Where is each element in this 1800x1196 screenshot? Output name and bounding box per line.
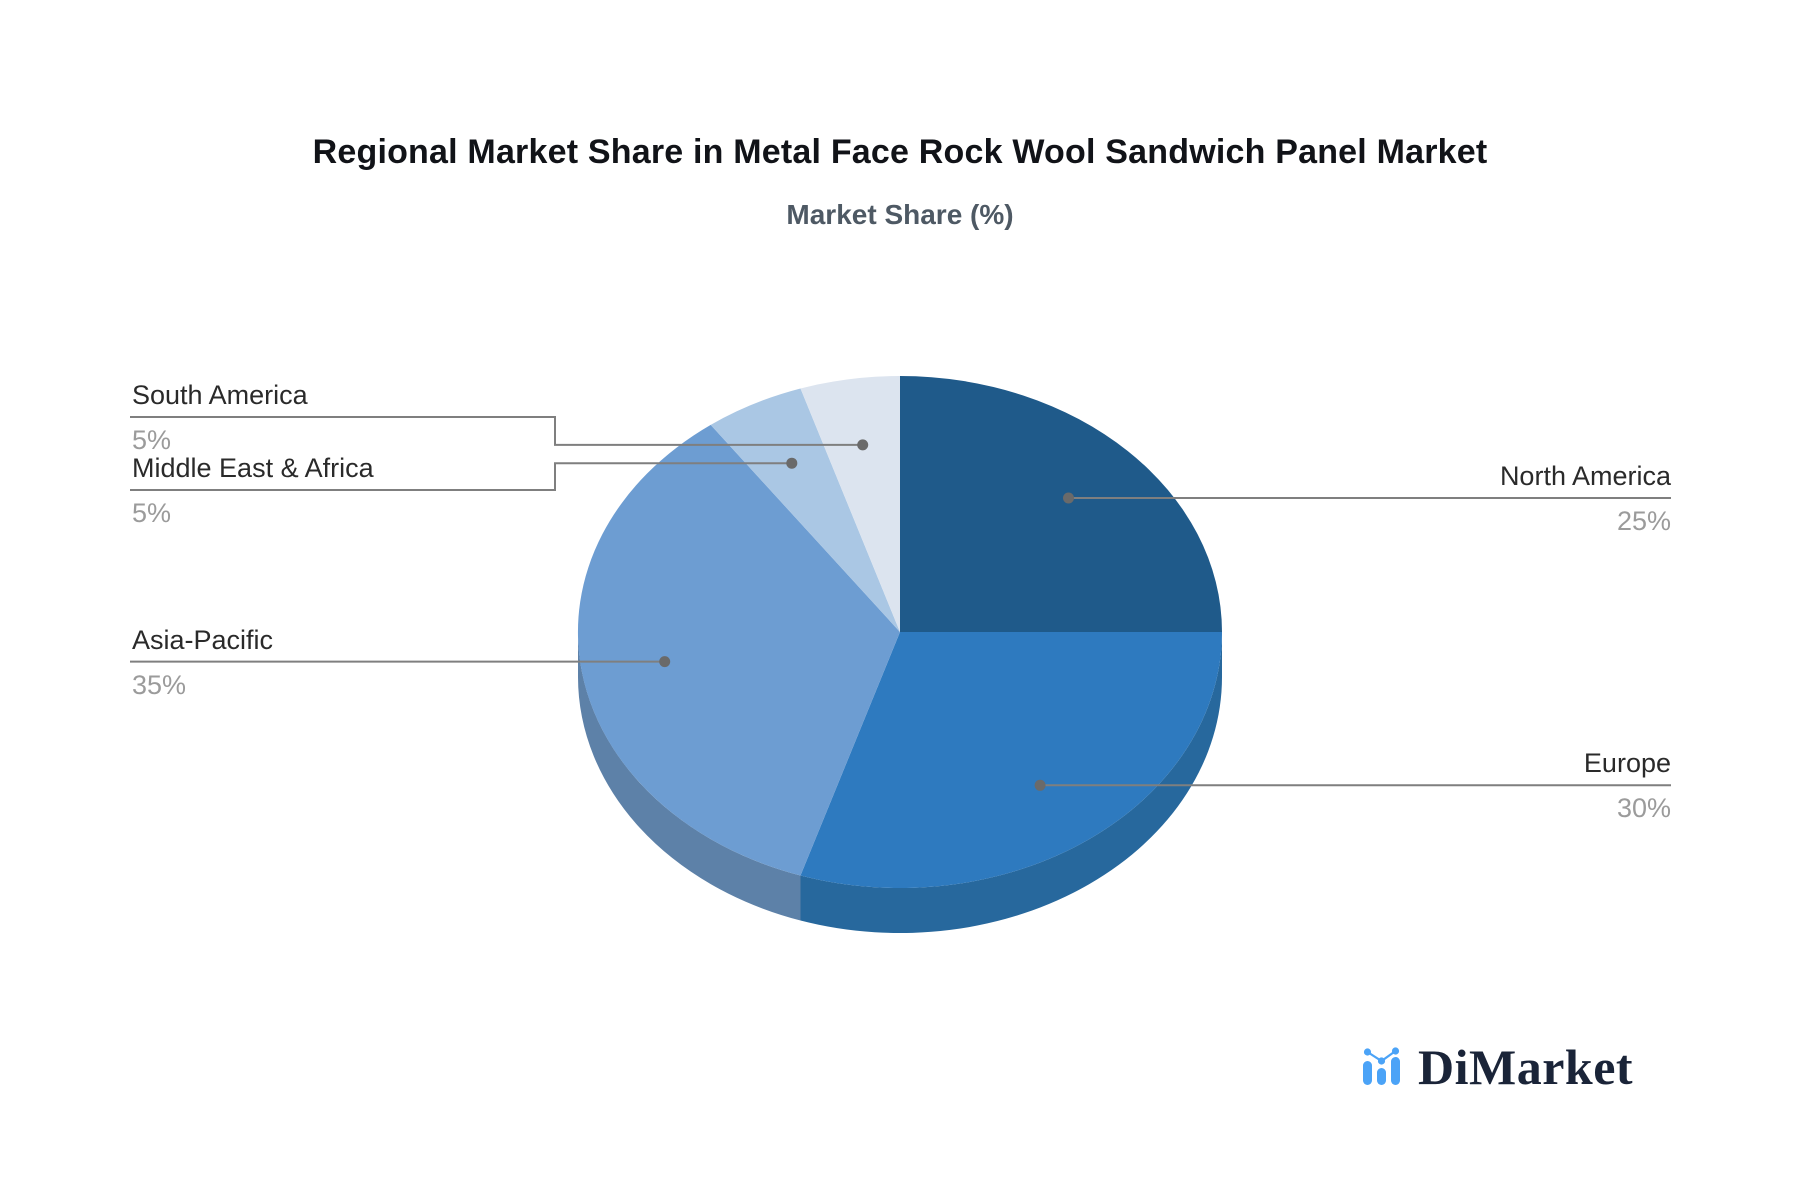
- pie-label-value: 5%: [132, 498, 172, 528]
- brand-name: DiMarket: [1418, 1039, 1634, 1095]
- brand-watermark: DiMarket: [1362, 1042, 1633, 1092]
- pie-slice-side: [800, 632, 1222, 934]
- callout-line: [130, 462, 792, 491]
- pie-slice-side: [578, 632, 801, 921]
- pie-label-value: 25%: [1616, 506, 1671, 536]
- callout-dot: [857, 439, 869, 451]
- callout-dot: [1063, 492, 1074, 504]
- pie-slice: [800, 632, 1222, 889]
- pie-label-name: North America: [1499, 461, 1671, 491]
- pie-slice: [900, 376, 1222, 632]
- pie-label-value: 30%: [1616, 793, 1671, 823]
- dimarket-logo-icon: [1363, 1047, 1400, 1085]
- pie-label-name: Asia-Pacific: [132, 625, 274, 655]
- callout-line: [130, 416, 863, 446]
- chart-title: Regional Market Share in Metal Face Rock…: [312, 133, 1488, 171]
- callout-dot: [1034, 779, 1046, 791]
- pie-label-name: Europe: [1583, 748, 1671, 778]
- pie-label-value: 5%: [132, 425, 172, 455]
- pie-label-value: 35%: [132, 670, 187, 700]
- pie-slice: [800, 375, 900, 632]
- pie-label-name: Middle East & Africa: [132, 453, 374, 483]
- pie-slice: [577, 424, 900, 876]
- callout-dot: [786, 457, 798, 469]
- callout-dot: [659, 656, 671, 668]
- chart-subtitle: Market Share (%): [786, 199, 1014, 230]
- pie-slice: [710, 388, 900, 632]
- pie-label-name: South America: [132, 380, 308, 410]
